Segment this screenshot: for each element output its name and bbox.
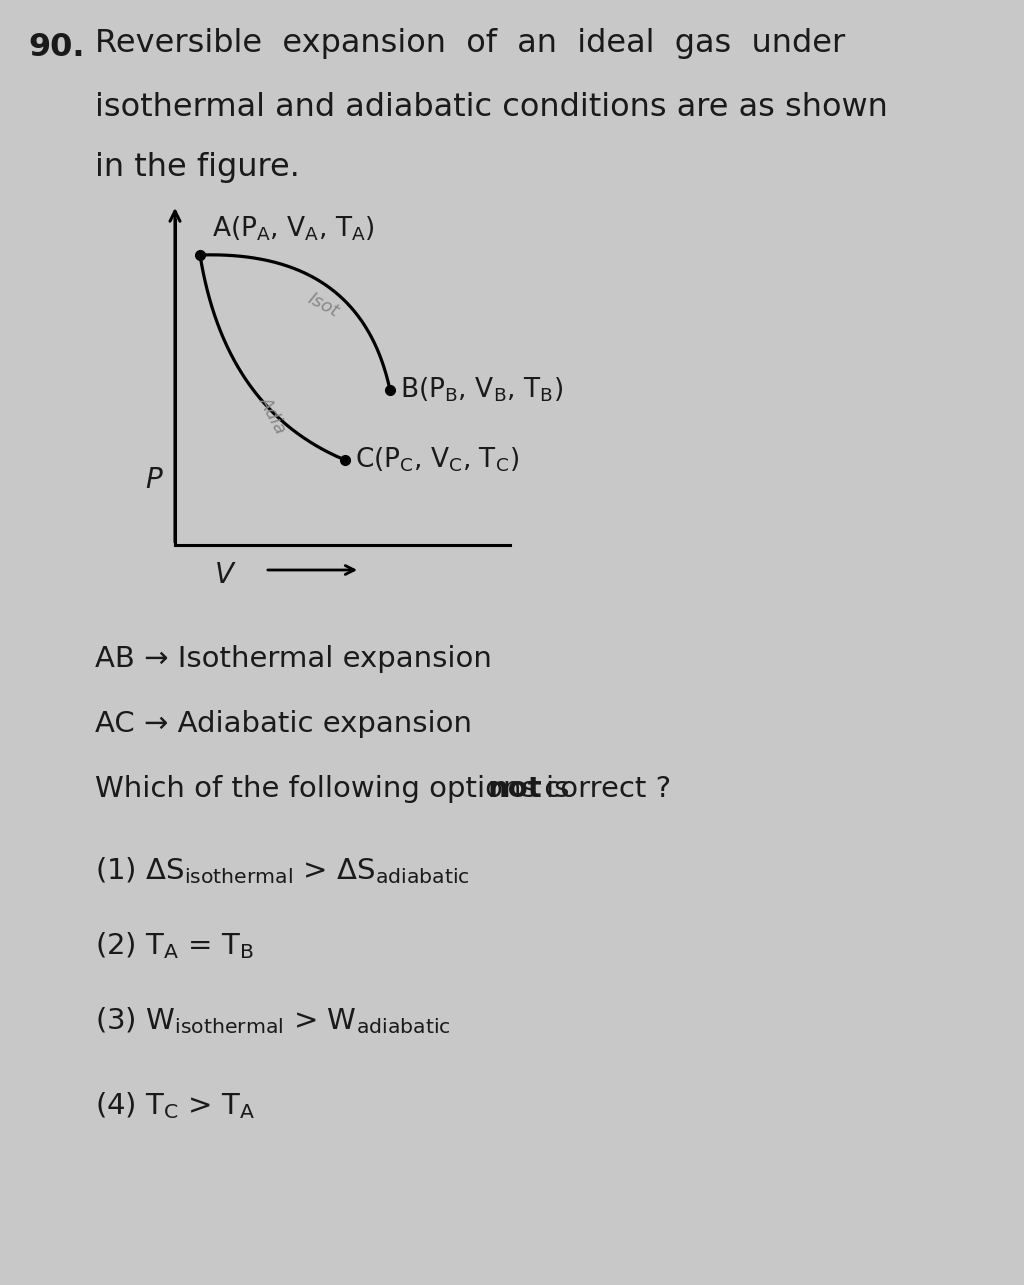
Text: correct ?: correct ?: [535, 775, 671, 803]
Text: (3) W$_\mathrm{isothermal}$ > W$_\mathrm{adiabatic}$: (3) W$_\mathrm{isothermal}$ > W$_\mathrm…: [95, 1005, 451, 1036]
Text: AC → Adiabatic expansion: AC → Adiabatic expansion: [95, 711, 472, 738]
Text: Reversible  expansion  of  an  ideal  gas  under: Reversible expansion of an ideal gas und…: [95, 28, 845, 59]
Text: Adia: Adia: [255, 393, 290, 437]
Text: in the figure.: in the figure.: [95, 152, 300, 182]
Text: (2) T$_\mathrm{A}$ = T$_\mathrm{B}$: (2) T$_\mathrm{A}$ = T$_\mathrm{B}$: [95, 930, 254, 961]
Text: A(P$_\mathregular{A}$, V$_\mathregular{A}$, T$_\mathregular{A}$): A(P$_\mathregular{A}$, V$_\mathregular{A…: [212, 215, 375, 243]
Text: Isot: Isot: [305, 289, 342, 320]
Text: V: V: [215, 562, 234, 589]
Text: AB → Isothermal expansion: AB → Isothermal expansion: [95, 645, 492, 673]
Text: 90.: 90.: [28, 32, 85, 63]
Text: isothermal and adiabatic conditions are as shown: isothermal and adiabatic conditions are …: [95, 93, 888, 123]
Text: C(P$_\mathregular{C}$, V$_\mathregular{C}$, T$_\mathregular{C}$): C(P$_\mathregular{C}$, V$_\mathregular{C…: [355, 446, 519, 474]
Text: not: not: [487, 775, 542, 803]
Text: Which of the following options is: Which of the following options is: [95, 775, 579, 803]
Text: P: P: [145, 466, 162, 493]
Text: B(P$_\mathregular{B}$, V$_\mathregular{B}$, T$_\mathregular{B}$): B(P$_\mathregular{B}$, V$_\mathregular{B…: [400, 375, 563, 405]
Text: (1) $\Delta$S$_\mathrm{isothermal}$ > $\Delta$S$_\mathrm{adiabatic}$: (1) $\Delta$S$_\mathrm{isothermal}$ > $\…: [95, 855, 470, 885]
Text: (4) T$_\mathrm{C}$ > T$_\mathrm{A}$: (4) T$_\mathrm{C}$ > T$_\mathrm{A}$: [95, 1090, 255, 1121]
